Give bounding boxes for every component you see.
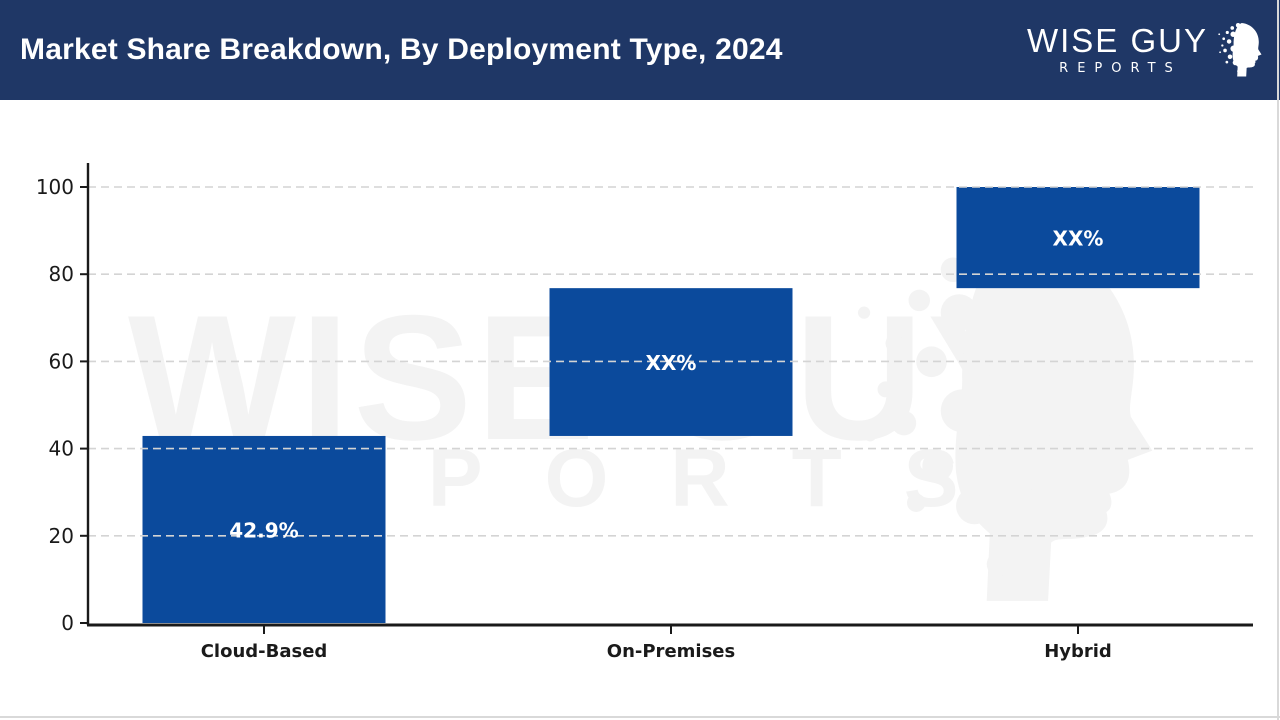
bar-value-label: XX% — [646, 351, 697, 375]
watermark-face-icon — [857, 236, 1153, 601]
y-tick-label-80: 80 — [49, 262, 74, 286]
dotted-face-profile-icon — [1218, 23, 1262, 77]
x-category-label: Hybrid — [1044, 641, 1112, 662]
bottom-border-line — [0, 716, 1280, 718]
x-category-label: On-Premises — [607, 641, 735, 662]
bar-hybrid — [956, 187, 1200, 289]
bar-value-label: XX% — [1053, 227, 1104, 251]
brand-logo: WISE GUY REPORTS — [1027, 10, 1280, 90]
logo-subtext: REPORTS — [1059, 60, 1182, 76]
y-tick-label-40: 40 — [49, 437, 74, 461]
page-title: Market Share Breakdown, By Deployment Ty… — [20, 33, 783, 66]
y-tick-label-100: 100 — [36, 175, 74, 199]
logo-wordmark: WISE GUY — [1026, 22, 1208, 60]
x-category-label: Cloud-Based — [201, 641, 328, 662]
header-bar: Market Share Breakdown, By Deployment Ty… — [0, 0, 1280, 100]
y-tick-label-0: 0 — [61, 611, 74, 635]
y-tick-label-20: 20 — [49, 524, 74, 548]
right-border-line — [1277, 0, 1279, 720]
y-tick-label-60: 60 — [49, 349, 74, 373]
brand-logo-text: WISE GUY REPORTS — [1027, 24, 1208, 76]
bar-cloud-based — [142, 435, 386, 623]
bar-value-label: 42.9% — [229, 518, 298, 542]
